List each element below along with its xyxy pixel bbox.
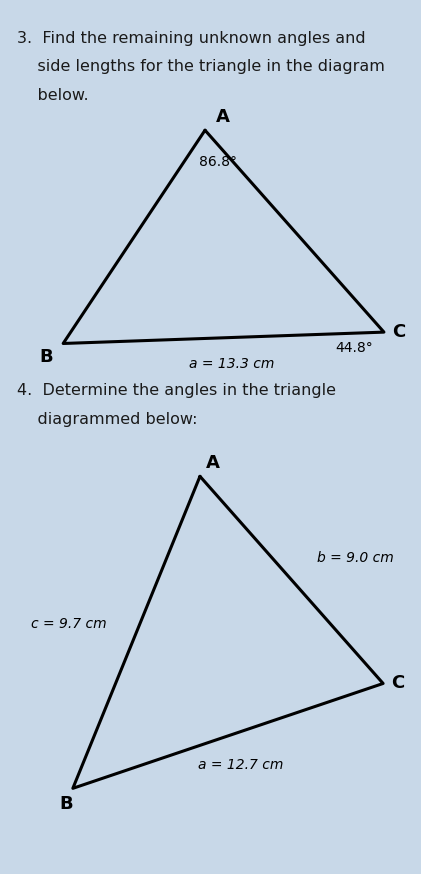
Text: B: B — [39, 348, 53, 366]
Text: a = 12.7 cm: a = 12.7 cm — [198, 758, 283, 772]
Text: a = 13.3 cm: a = 13.3 cm — [189, 357, 274, 371]
Text: A: A — [206, 454, 220, 472]
Text: 44.8°: 44.8° — [336, 341, 373, 355]
Text: 3.  Find the remaining unknown angles and: 3. Find the remaining unknown angles and — [17, 31, 365, 45]
Text: 4.  Determine the angles in the triangle: 4. Determine the angles in the triangle — [17, 383, 336, 398]
Text: C: C — [392, 323, 405, 341]
Text: below.: below. — [17, 88, 88, 103]
Text: C: C — [392, 675, 405, 692]
Text: c = 9.7 cm: c = 9.7 cm — [31, 616, 107, 631]
Text: side lengths for the triangle in the diagram: side lengths for the triangle in the dia… — [17, 59, 385, 74]
Text: b = 9.0 cm: b = 9.0 cm — [317, 551, 394, 565]
Text: B: B — [60, 795, 73, 814]
Text: 86.8°: 86.8° — [199, 155, 237, 169]
Text: A: A — [216, 108, 229, 126]
Text: diagrammed below:: diagrammed below: — [17, 412, 197, 427]
